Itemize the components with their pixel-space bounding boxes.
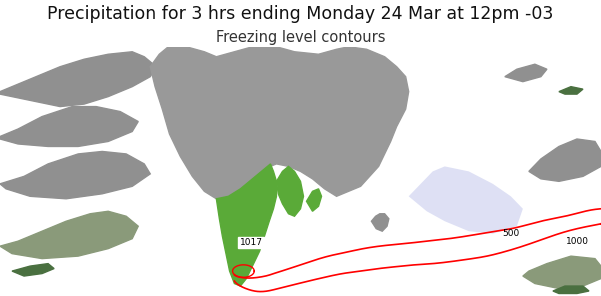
Text: Freezing level contours: Freezing level contours: [216, 30, 385, 45]
Polygon shape: [150, 47, 409, 199]
Text: 1017: 1017: [240, 238, 263, 247]
Polygon shape: [307, 189, 322, 211]
Polygon shape: [0, 152, 150, 199]
Text: 500: 500: [502, 229, 519, 238]
Polygon shape: [12, 264, 54, 276]
Polygon shape: [409, 166, 523, 234]
Polygon shape: [505, 64, 547, 82]
Polygon shape: [276, 166, 304, 216]
Polygon shape: [0, 52, 156, 107]
Polygon shape: [0, 107, 138, 147]
Polygon shape: [553, 286, 589, 294]
Polygon shape: [559, 87, 583, 94]
Polygon shape: [0, 211, 138, 259]
Polygon shape: [529, 139, 601, 181]
Text: 1000: 1000: [566, 237, 588, 246]
Text: Precipitation for 3 hrs ending Monday 24 Mar at 12pm -03: Precipitation for 3 hrs ending Monday 24…: [47, 5, 554, 23]
Polygon shape: [216, 164, 276, 286]
Polygon shape: [371, 214, 389, 231]
Polygon shape: [523, 256, 601, 289]
